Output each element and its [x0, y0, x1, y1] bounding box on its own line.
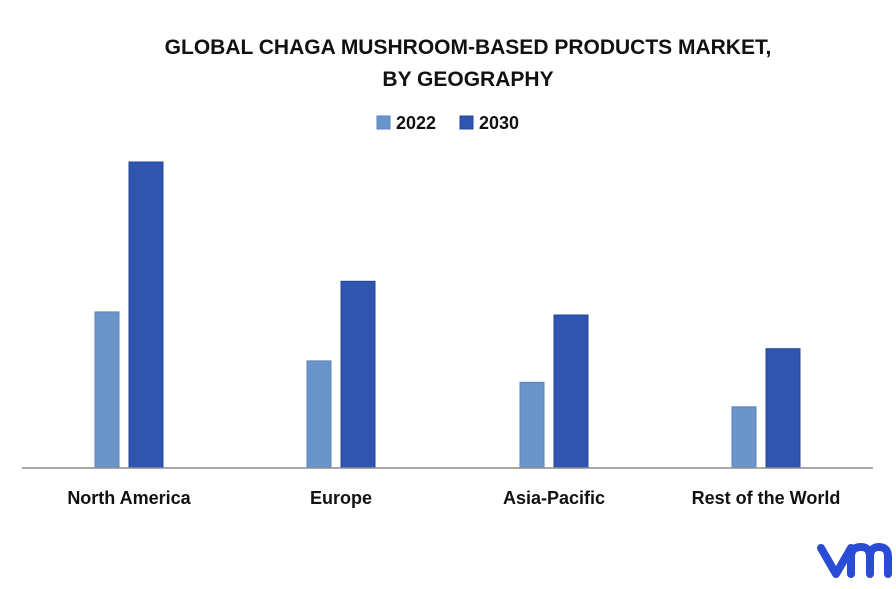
logo-mark-icon-tail: [847, 543, 892, 578]
bar-2030-asia-pacific: [553, 314, 589, 469]
legend-swatch-2030: [459, 115, 474, 130]
legend-swatch-2022: [376, 115, 391, 130]
bar-group: [94, 161, 801, 469]
bar-2022-asia-pacific: [519, 381, 545, 469]
legend: 2022 2030: [376, 113, 519, 133]
legend-label-2030: 2030: [479, 113, 519, 133]
x-axis-tick-labels: North America Europe Asia-Pacific Rest of t…: [67, 488, 840, 508]
logo-mark-icon: [817, 544, 855, 578]
bar-2022-europe: [306, 360, 332, 469]
bar-2022-north-america: [94, 311, 120, 469]
x-tick-label: North America: [67, 488, 191, 508]
x-tick-label: Europe: [310, 488, 372, 508]
chart-title-line-2: BY GEOGRAPHY: [382, 68, 553, 91]
vmr-logo: [817, 543, 892, 578]
bar-2030-rest-of-the-world: [765, 348, 801, 469]
bar-2022-rest-of-the-world: [731, 406, 757, 469]
chart-title-line-1: GLOBAL CHAGA MUSHROOM-BASED PRODUCTS MAR…: [165, 36, 772, 59]
x-tick-label: Rest of the World: [692, 488, 841, 508]
bar-2030-europe: [340, 280, 376, 469]
legend-label-2022: 2022: [396, 113, 436, 133]
x-tick-label: Asia-Pacific: [503, 488, 605, 508]
bar-2030-north-america: [128, 161, 164, 469]
